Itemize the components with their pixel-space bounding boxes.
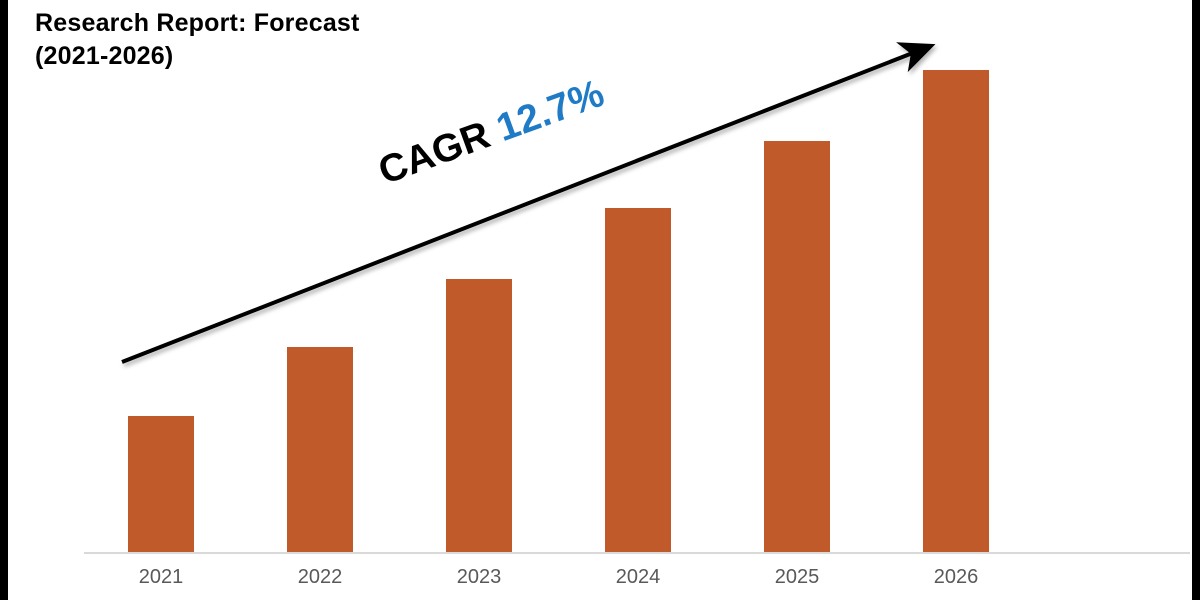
x-axis-label-2024: 2024 — [615, 566, 661, 588]
bar-2026 — [923, 70, 989, 552]
bar-2023 — [446, 279, 512, 552]
bar-2025 — [764, 141, 830, 552]
bar-2021 — [128, 416, 194, 552]
left-black-border — [0, 0, 8, 600]
bar-2024 — [605, 208, 671, 552]
chart-title-line1-clipped: Kuwait HVAC Filter Market — [35, 0, 360, 7]
x-axis-label-2025: 2025 — [774, 566, 820, 588]
right-black-border — [1192, 0, 1200, 600]
x-axis-line — [84, 552, 1190, 554]
x-axis-label-2023: 2023 — [456, 566, 502, 588]
trend-arrow-line — [121, 42, 936, 364]
chart-title-line2: Research Report: Forecast — [35, 9, 360, 37]
bar-2022 — [287, 347, 353, 552]
x-axis-label-2022: 2022 — [297, 566, 343, 588]
chart-title: Kuwait HVAC Filter Market Research Repor… — [35, 0, 360, 73]
chart-title-line3: (2021-2026) — [35, 42, 174, 70]
x-axis-label-2021: 2021 — [138, 566, 184, 588]
x-axis-label-2026: 2026 — [933, 566, 979, 588]
